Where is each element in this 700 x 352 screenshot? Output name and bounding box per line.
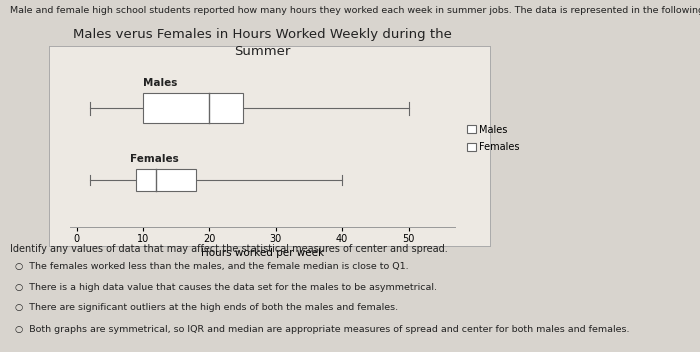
Text: ○  There are significant outliers at the high ends of both the males and females: ○ There are significant outliers at the … [15, 303, 398, 312]
Text: Identify any values of data that may affect the statistical measures of center a: Identify any values of data that may aff… [10, 244, 448, 253]
Text: ○  The females worked less than the males, and the female median is close to Q1.: ○ The females worked less than the males… [15, 263, 409, 271]
Title: Males verus Females in Hours Worked Weekly during the
Summer: Males verus Females in Hours Worked Week… [73, 28, 452, 58]
Text: Male and female high school students reported how many hours they worked each we: Male and female high school students rep… [10, 6, 700, 14]
Legend: Males, Females: Males, Females [467, 125, 520, 152]
Text: ○  There is a high data value that causes the data set for the males to be asymm: ○ There is a high data value that causes… [15, 283, 437, 292]
Text: ○  Both graphs are symmetrical, so IQR and median are appropriate measures of sp: ○ Both graphs are symmetrical, so IQR an… [15, 325, 629, 334]
Bar [136, 170, 196, 191]
X-axis label: Hours worked per week: Hours worked per week [201, 248, 324, 258]
Bar [143, 93, 243, 124]
Text: Females: Females [130, 155, 178, 164]
Text: Males: Males [143, 78, 177, 88]
